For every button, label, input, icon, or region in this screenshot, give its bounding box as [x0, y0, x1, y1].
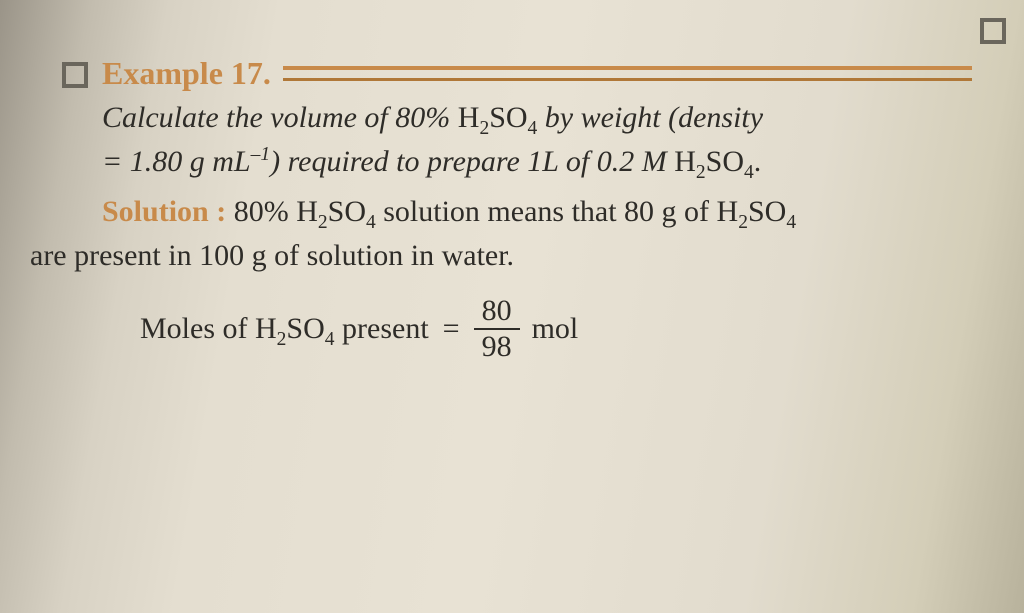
example-heading-row: Example 17.: [102, 55, 972, 92]
chem-formula: H2SO4: [674, 145, 754, 178]
chem-el: SO: [748, 195, 786, 228]
heading-rule-bottom: [283, 78, 972, 81]
example-label: Example 17.: [102, 55, 271, 92]
chem-sub: 4: [366, 212, 376, 233]
chem-el: H: [255, 312, 277, 345]
chem-sub: 4: [786, 212, 796, 233]
solution-line-2: are present in 100 g of solution in wate…: [30, 234, 964, 278]
chem-formula: H2SO4: [458, 101, 538, 134]
heading-rule: [283, 64, 972, 84]
bookmark-icon: [980, 18, 1006, 44]
problem-text: = 1.80 g mL: [102, 145, 251, 178]
unit-sup: –1: [251, 144, 271, 165]
equation: Moles of H2SO4 present = 80 98 mol: [140, 296, 578, 362]
chem-el: H: [296, 195, 318, 228]
chem-el: H: [458, 101, 480, 134]
equals-sign: =: [443, 312, 460, 346]
equation-lhs: Moles of H2SO4 present: [140, 312, 429, 346]
chem-sub: 2: [277, 329, 287, 350]
problem-text: .: [754, 145, 762, 178]
chem-sub: 4: [325, 329, 335, 350]
fraction: 80 98: [474, 296, 520, 362]
solution-text: solution means that 80 g of: [376, 195, 717, 228]
problem-text: Calculate the volume of 80%: [102, 101, 458, 134]
chem-sub: 2: [318, 212, 328, 233]
problem-statement: Calculate the volume of 80% H2SO4 by wei…: [102, 96, 964, 183]
bookmark-icon: [62, 62, 88, 88]
chem-el: SO: [328, 195, 366, 228]
chem-el: H: [717, 195, 739, 228]
chem-formula: H2SO4: [255, 312, 335, 345]
equation-unit: mol: [532, 312, 579, 346]
chem-formula: H2SO4: [717, 195, 797, 228]
chem-formula: H2SO4: [296, 195, 376, 228]
chem-sub: 4: [528, 118, 538, 139]
chem-el: H: [674, 145, 696, 178]
solution-text: 80%: [234, 195, 297, 228]
eq-text: Moles of: [140, 312, 255, 345]
chem-el: SO: [489, 101, 527, 134]
solution-block: Solution : 80% H2SO4 solution means that…: [30, 190, 964, 277]
problem-text: ) required to prepare 1L of 0.2 M: [270, 145, 674, 178]
chem-sub: 2: [479, 118, 489, 139]
problem-text: by weight (density: [537, 101, 763, 134]
chem-el: SO: [286, 312, 324, 345]
solution-line-1: Solution : 80% H2SO4 solution means that…: [30, 190, 964, 234]
eq-text: present: [335, 312, 429, 345]
fraction-numerator: 80: [474, 296, 520, 328]
chem-sub: 2: [696, 162, 706, 183]
heading-rule-top: [283, 66, 972, 70]
fraction-denominator: 98: [474, 328, 520, 362]
solution-label: Solution :: [102, 195, 234, 228]
chem-sub: 4: [744, 162, 754, 183]
chem-sub: 2: [738, 212, 748, 233]
chem-el: SO: [706, 145, 744, 178]
